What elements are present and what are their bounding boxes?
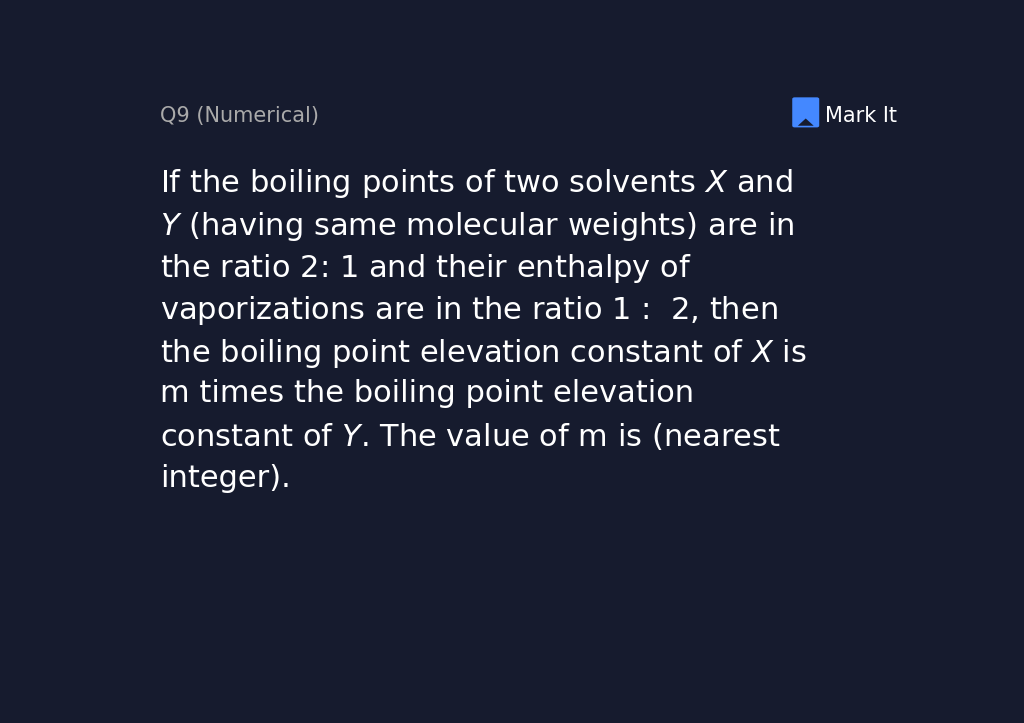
Text: m times the boiling point elevation: m times the boiling point elevation bbox=[160, 379, 694, 408]
Text: integer).: integer). bbox=[160, 463, 291, 492]
Text: vaporizations are in the ratio $1$ :  $2$, then: vaporizations are in the ratio $1$ : $2$… bbox=[160, 294, 777, 328]
Text: Mark It: Mark It bbox=[824, 106, 897, 127]
Text: $Y$ (having same molecular weights) are in: $Y$ (having same molecular weights) are … bbox=[160, 210, 794, 243]
Text: the boiling point elevation constant of $X$ is: the boiling point elevation constant of … bbox=[160, 337, 807, 369]
Text: If the boiling points of two solvents $X$ and: If the boiling points of two solvents $X… bbox=[160, 168, 793, 200]
Polygon shape bbox=[798, 119, 814, 126]
Text: constant of $Y$. The value of m is (nearest: constant of $Y$. The value of m is (near… bbox=[160, 422, 780, 453]
Text: Q9 (Numerical): Q9 (Numerical) bbox=[160, 106, 318, 127]
FancyBboxPatch shape bbox=[793, 98, 819, 127]
Text: the ratio $2$: 1 and their enthalpy of: the ratio $2$: 1 and their enthalpy of bbox=[160, 252, 691, 285]
